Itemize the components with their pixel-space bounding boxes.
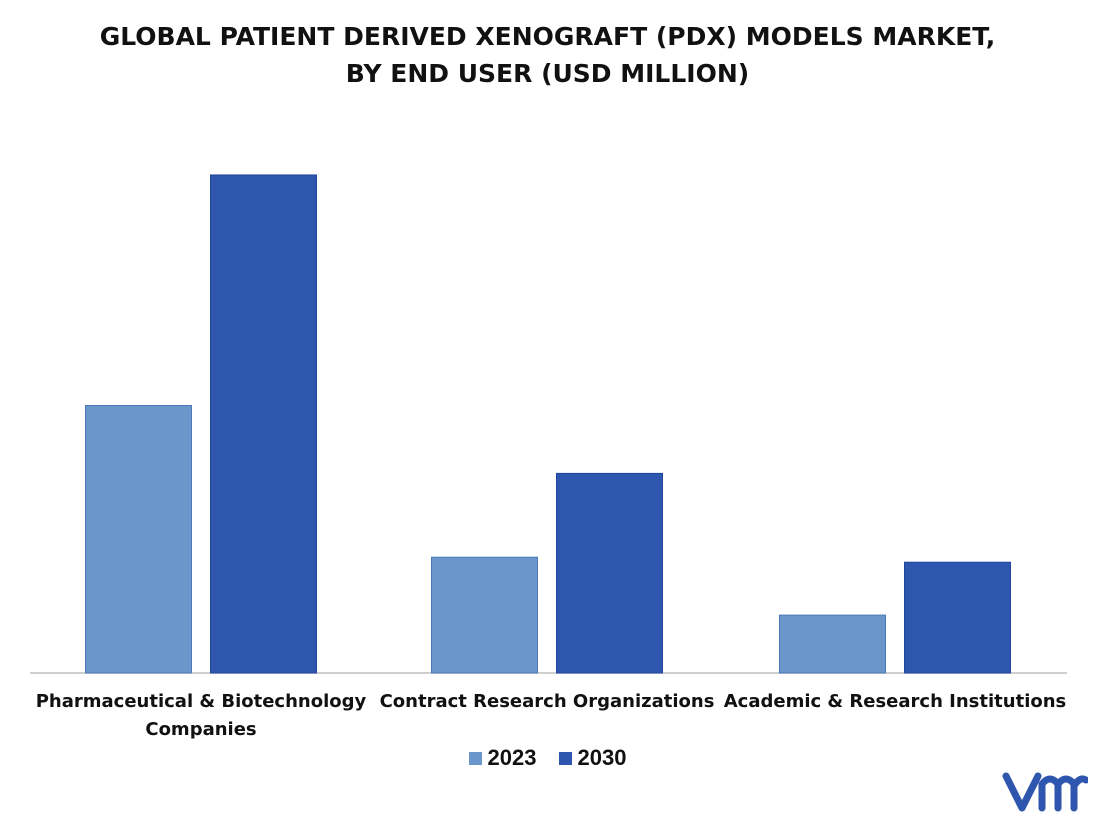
category-label-1: Contract Research Organizations <box>372 688 722 716</box>
chart-title-line-2: BY END USER (USD MILLION) <box>345 59 750 88</box>
chart-title-line-1: GLOBAL PATIENT DERIVED XENOGRAFT (PDX) M… <box>99 22 996 51</box>
category-label-0-line-0: Pharmaceutical & Biotechnology <box>35 691 367 712</box>
legend-item-2030: 2030 <box>558 745 627 771</box>
category-label-2-line-0: Academic & Research Institutions <box>723 691 1067 712</box>
category-label-1-line-0: Contract Research Organizations <box>379 691 715 712</box>
bar-2023-2 <box>779 614 886 674</box>
bar-2030-1 <box>556 472 663 674</box>
category-label-2: Academic & Research Institutions <box>720 688 1070 716</box>
legend: 2023 2030 <box>0 745 1095 771</box>
bar-2023-0 <box>85 405 192 674</box>
bar-2030-0 <box>210 174 317 674</box>
bar-2030-2 <box>904 561 1011 674</box>
bar-2023-1 <box>431 556 538 674</box>
category-label-0: Pharmaceutical & Biotechnology Companies <box>26 688 376 744</box>
legend-swatch-2030 <box>558 751 572 765</box>
legend-item-2023: 2023 <box>468 745 537 771</box>
legend-label-2023: 2023 <box>487 745 537 770</box>
category-label-0-line-1: Companies <box>145 719 257 740</box>
legend-label-2030: 2030 <box>577 745 627 770</box>
vmr-logo-icon <box>1002 772 1088 812</box>
legend-swatch-2023 <box>468 751 482 765</box>
